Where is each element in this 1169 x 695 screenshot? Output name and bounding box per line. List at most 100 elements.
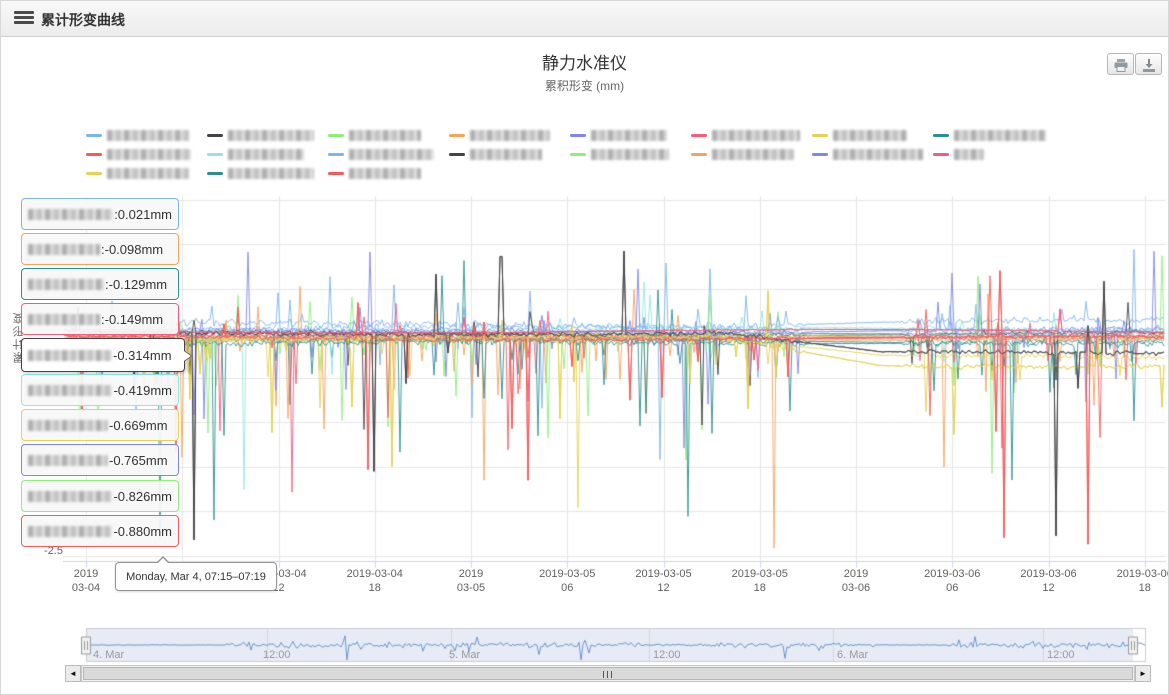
main-chart-plot[interactable] — [63, 194, 1166, 570]
x-axis-label: 2019-03-0606 — [907, 567, 997, 595]
legend-item-3[interactable] — [328, 126, 449, 145]
app-window: 累计形变曲线 静力水准仪 累积形变 (mm) 累计形变 -2.5 201903-… — [0, 0, 1169, 695]
tooltip-series-name-redacted — [28, 385, 112, 396]
tooltip-series-4: :-0.149mm — [21, 303, 179, 335]
tooltip-series-value: :0.021mm — [114, 207, 172, 222]
x-axis-label: 2019-03-0418 — [330, 567, 420, 595]
legend-item-12[interactable] — [449, 145, 570, 164]
legend-label-redacted — [228, 130, 314, 141]
legend-item-7[interactable] — [812, 126, 933, 145]
tooltip-series-name-redacted — [28, 350, 112, 361]
scrollbar-left-button[interactable]: ◄ — [65, 665, 81, 682]
navigator-axis-label: 4. Mar — [93, 649, 124, 661]
legend-marker — [570, 153, 586, 156]
tooltip-series-value: -0.880mm — [113, 524, 172, 539]
legend-marker — [86, 153, 102, 156]
legend-item-15[interactable] — [812, 145, 933, 164]
panel-title: 累计形变曲线 — [41, 10, 125, 30]
printer-icon — [1108, 58, 1133, 73]
x-axis-label: 2019-03-0618 — [1100, 567, 1169, 595]
legend-label-redacted — [470, 130, 550, 141]
print-button[interactable] — [1107, 53, 1134, 75]
chart-subtitle: 累积形变 (mm) — [1, 77, 1168, 94]
legend-label-redacted — [107, 168, 189, 179]
scrollbar-right-button[interactable]: ► — [1135, 665, 1151, 682]
legend-item-4[interactable] — [449, 126, 570, 145]
tooltip-date-text: Monday, Mar 4, 07:15–07:19 — [126, 571, 266, 583]
legend-item-17[interactable] — [86, 164, 207, 183]
tooltip-series-value: -0.419mm — [113, 383, 172, 398]
chart-legend — [86, 126, 1088, 183]
legend-item-13[interactable] — [570, 145, 691, 164]
legend-item-8[interactable] — [933, 126, 1054, 145]
list-icon[interactable] — [14, 11, 34, 27]
legend-label-redacted — [712, 149, 794, 160]
legend-label-redacted — [954, 149, 984, 160]
legend-item-16[interactable] — [933, 145, 1054, 164]
legend-marker — [207, 153, 223, 156]
navigator-axis-label: 12:00 — [653, 649, 681, 661]
tooltip-series-value: -0.314mm — [113, 348, 172, 363]
legend-marker — [812, 153, 828, 156]
navigator-axis-label: 5. Mar — [449, 649, 480, 661]
legend-label-redacted — [470, 149, 542, 160]
tooltip-date: Monday, Mar 4, 07:15–07:19 — [115, 562, 277, 591]
tooltip-series-3: :-0.129mm — [21, 268, 179, 300]
legend-label-redacted — [591, 149, 669, 160]
scrollbar-track[interactable] — [81, 665, 1135, 682]
navigator-left-handle[interactable] — [82, 637, 91, 654]
legend-label-redacted — [107, 149, 191, 160]
download-icon — [1136, 58, 1161, 73]
x-axis-label: 2019-03-0612 — [1004, 567, 1094, 595]
x-axis-label: 201903-05 — [426, 567, 516, 595]
tooltip-date-arrow — [156, 556, 170, 563]
tooltip-series-name-redacted — [28, 279, 104, 290]
legend-marker — [449, 153, 465, 156]
legend-item-9[interactable] — [86, 145, 207, 164]
legend-item-18[interactable] — [207, 164, 328, 183]
legend-marker — [691, 134, 707, 137]
legend-label-redacted — [349, 149, 434, 160]
legend-marker — [328, 153, 344, 156]
tooltip-series-name-redacted — [28, 420, 108, 431]
legend-marker — [86, 172, 102, 175]
navigator-axis-label: 12:00 — [263, 649, 291, 661]
tooltip-pointer-icon — [184, 350, 192, 362]
tooltip-series-1: :0.021mm — [21, 198, 179, 230]
legend-item-6[interactable] — [691, 126, 812, 145]
legend-label-redacted — [591, 130, 667, 141]
download-button[interactable] — [1135, 53, 1162, 75]
tooltip-series-name-redacted — [28, 526, 112, 537]
tooltip-series-6: -0.419mm — [21, 374, 179, 406]
legend-item-14[interactable] — [691, 145, 812, 164]
tooltip-series-value: -0.669mm — [109, 418, 168, 433]
legend-item-5[interactable] — [570, 126, 691, 145]
legend-marker — [86, 134, 102, 137]
legend-marker — [933, 134, 949, 137]
tooltip-series-value: -0.826mm — [113, 489, 172, 504]
legend-marker — [207, 172, 223, 175]
tooltip-series-value: :-0.149mm — [101, 312, 163, 327]
tooltip-series-name-redacted — [28, 209, 113, 220]
tooltip-series-value: -0.765mm — [109, 453, 168, 468]
legend-item-11[interactable] — [328, 145, 449, 164]
chart-title: 静力水准仪 — [1, 49, 1168, 74]
legend-marker — [328, 134, 344, 137]
x-axis-label: 2019-03-0512 — [619, 567, 709, 595]
navigator[interactable] — [1, 625, 1169, 665]
tooltip-series-value: :-0.129mm — [105, 277, 167, 292]
tooltip-series-10: -0.880mm — [21, 515, 179, 547]
tooltip-series-name-redacted — [28, 244, 100, 255]
navigator-axis-label: 12:00 — [1047, 649, 1075, 661]
legend-item-2[interactable] — [207, 126, 328, 145]
legend-label-redacted — [349, 130, 421, 141]
legend-item-19[interactable] — [328, 164, 449, 183]
scrollbar-thumb[interactable] — [83, 667, 1133, 680]
tooltip-series-8: -0.765mm — [21, 444, 179, 476]
legend-label-redacted — [228, 168, 314, 179]
legend-label-redacted — [712, 130, 800, 141]
navigator-right-handle[interactable] — [1129, 637, 1138, 654]
legend-item-10[interactable] — [207, 145, 328, 164]
legend-item-1[interactable] — [86, 126, 207, 145]
legend-marker — [812, 134, 828, 137]
